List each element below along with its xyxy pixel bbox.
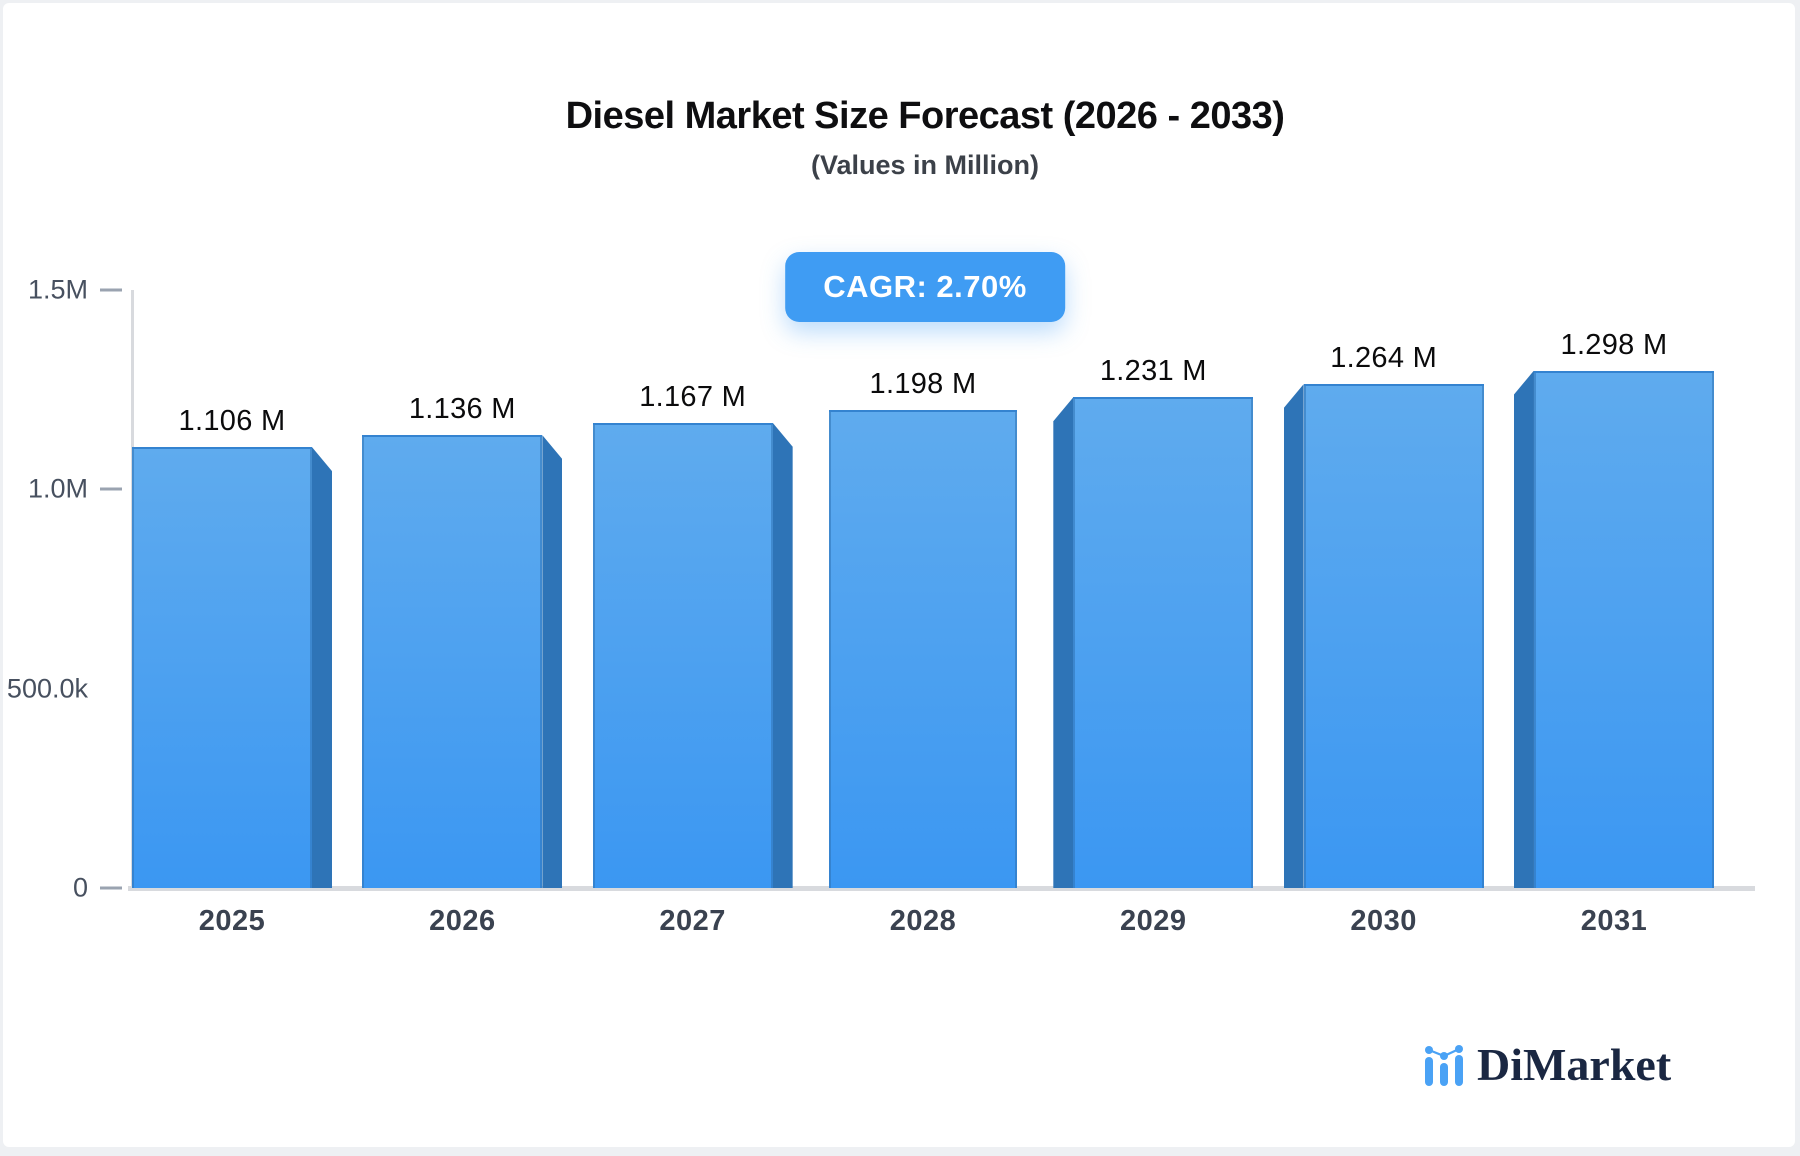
- bar-side-face: [772, 422, 793, 888]
- y-tick-mark: [100, 288, 122, 292]
- bar-value-label: 1.298 M: [1560, 328, 1668, 361]
- bar-value-label: 1.136 M: [408, 393, 516, 426]
- bar-value-label: 1.198 M: [869, 368, 977, 401]
- bar-value-label: 1.231 M: [1099, 355, 1207, 388]
- bar-2029[interactable]: [1073, 397, 1254, 888]
- y-tick-label: 1.5M: [27, 274, 88, 305]
- x-axis-label-2027: 2027: [659, 905, 726, 937]
- bar-side-face: [312, 447, 332, 888]
- x-axis-label-2026: 2026: [429, 905, 496, 937]
- bar-2026[interactable]: [362, 435, 543, 888]
- cagr-badge: CAGR: 2.70%: [785, 252, 1065, 322]
- bar-2028[interactable]: [828, 410, 1017, 888]
- bar-2027[interactable]: [592, 422, 773, 888]
- chart-subtitle: (Values in Million): [810, 150, 1040, 180]
- y-tick-label: 500.0k: [6, 673, 88, 704]
- x-axis-label-2031: 2031: [1580, 905, 1648, 937]
- x-axis-label-2025: 2025: [198, 905, 266, 937]
- bar-value-label: 1.167 M: [639, 380, 747, 413]
- y-tick-label: 0: [72, 872, 88, 903]
- y-tick-label: 1.0M: [27, 473, 88, 504]
- y-tick-mark: [100, 487, 122, 491]
- bar-2031[interactable]: [1533, 370, 1714, 888]
- y-tick-mark: [100, 886, 122, 890]
- bar-value-label: 1.264 M: [1330, 342, 1438, 375]
- bar-side-face: [1283, 384, 1304, 888]
- bar-side-face: [1513, 370, 1534, 888]
- x-axis-label-2029: 2029: [1120, 905, 1187, 937]
- chart-title: Diesel Market Size Forecast (2026 - 2033…: [565, 95, 1285, 137]
- x-axis-baseline: [128, 886, 1755, 891]
- brand-name: DiMarket: [1477, 1039, 1672, 1090]
- x-axis-label-2028: 2028: [889, 905, 957, 937]
- bar-side-face: [1053, 397, 1074, 888]
- brand-watermark: DiMarket: [1424, 1042, 1671, 1088]
- bar-2025[interactable]: [132, 447, 312, 888]
- dimarket-bars-icon: [1425, 1045, 1463, 1086]
- bar-side-face: [542, 435, 563, 888]
- bar-value-label: 1.106 M: [178, 405, 286, 438]
- x-axis-label-2030: 2030: [1350, 905, 1417, 937]
- bar-2030[interactable]: [1303, 384, 1484, 888]
